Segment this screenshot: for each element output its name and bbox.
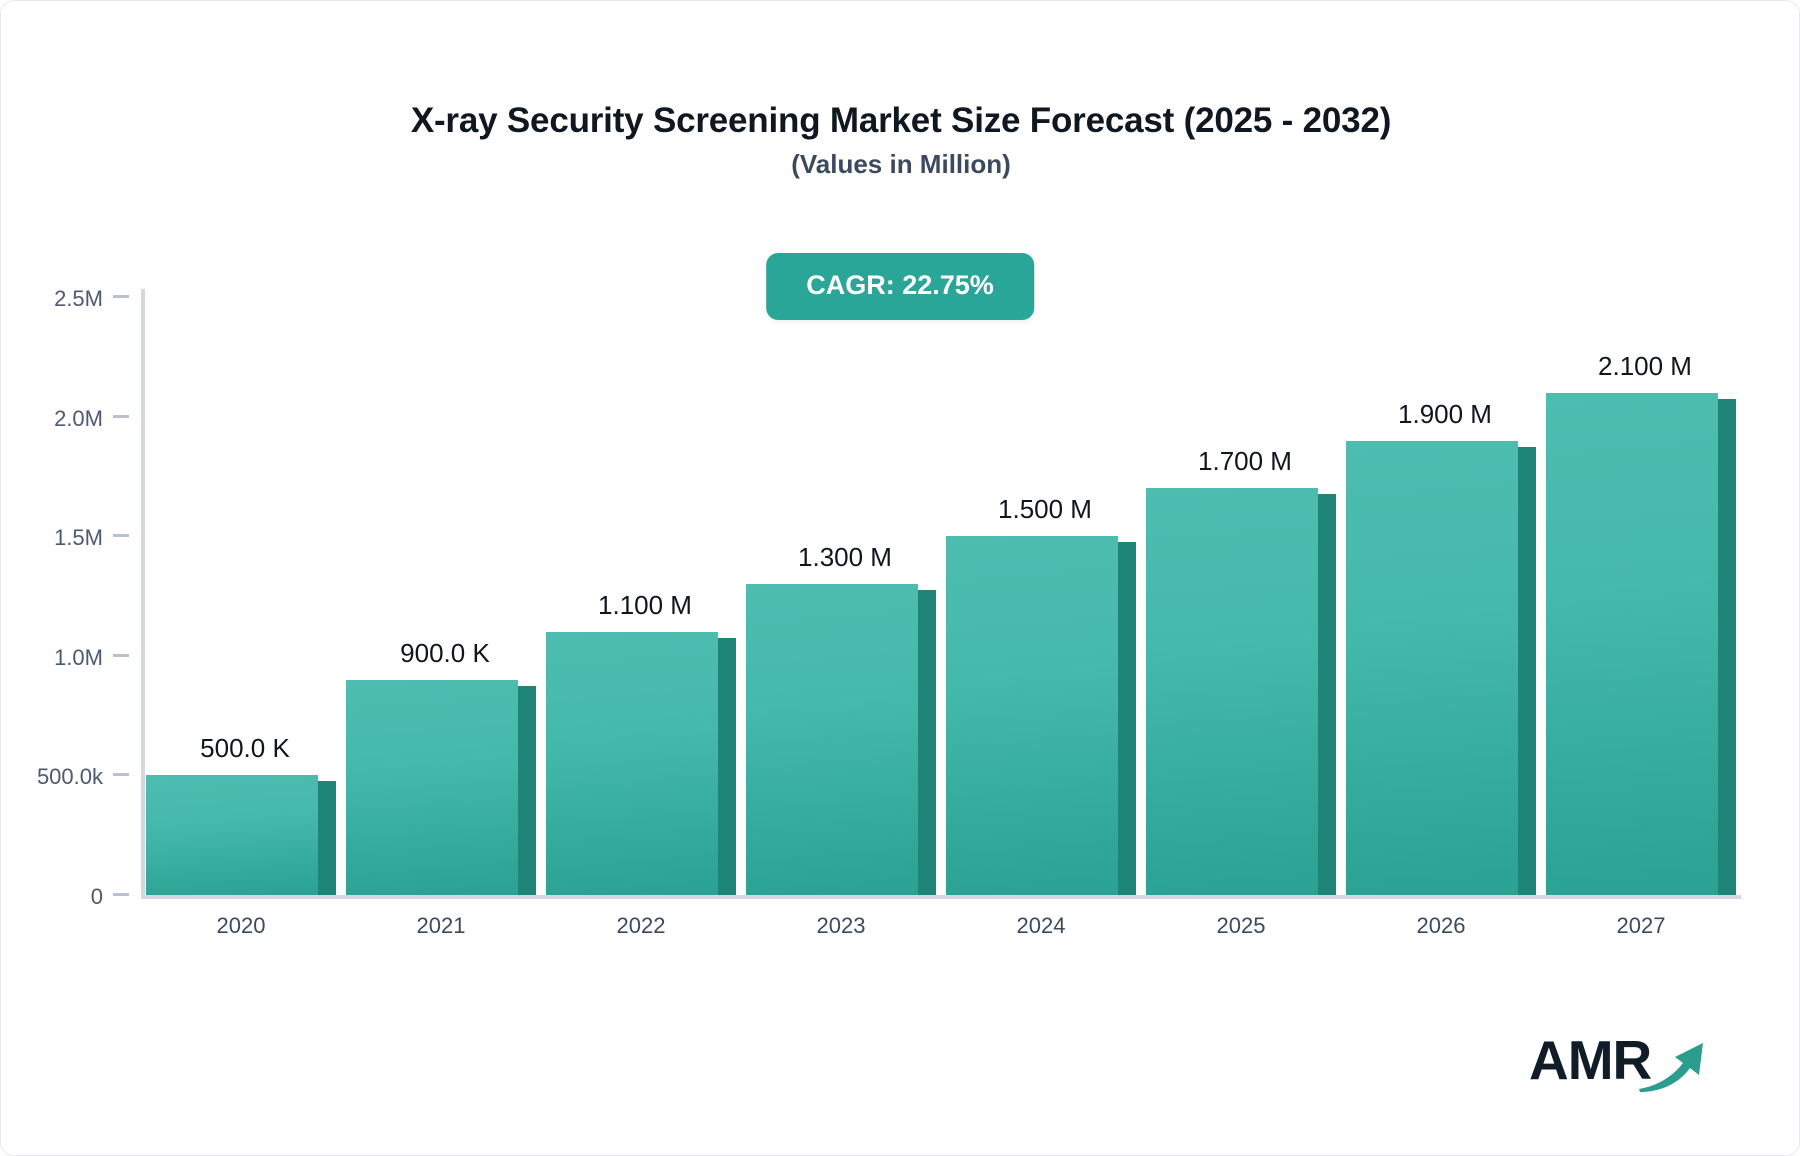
bar-value-label: 1.100 M: [598, 589, 692, 620]
trending-up-arrow-icon: [1639, 1043, 1703, 1092]
y-axis-line: [141, 289, 145, 899]
x-tick-label-2026: 2026: [1416, 913, 1466, 938]
y-tick-mark: [113, 773, 129, 777]
cagr-badge: CAGR: 22.75%: [766, 253, 1034, 320]
y-tick-label: 2.0M: [54, 405, 103, 431]
bar-2026[interactable]: [1346, 440, 1518, 895]
page-title: X-ray Security Screening Market Size For…: [410, 101, 1392, 140]
y-tick-mark: [113, 295, 129, 298]
bar-side-face: [1718, 398, 1736, 895]
x-tick-label-2020: 2020: [216, 913, 266, 938]
bar-2024[interactable]: [946, 536, 1118, 895]
y-tick-label: 2.5M: [54, 286, 103, 311]
bar-value-label: 500.0 K: [200, 733, 290, 764]
y-tick-label: 1.0M: [54, 644, 103, 670]
y-tick-label: 0: [90, 884, 103, 909]
bar-value-label: 1.900 M: [1398, 398, 1492, 429]
x-tick-label-2027: 2027: [1616, 913, 1666, 938]
bar-2022[interactable]: [546, 631, 718, 895]
amr-logo-text: AMR: [1529, 1029, 1652, 1091]
bar-side-face: [318, 781, 336, 895]
bar-2027[interactable]: [1546, 392, 1718, 895]
bar-2025[interactable]: [1146, 488, 1318, 895]
x-tick-label-2023: 2023: [816, 913, 866, 938]
y-tick-mark: [113, 414, 129, 418]
x-axis-line: [141, 895, 1741, 899]
y-tick-mark: [113, 893, 129, 896]
x-tick-label-2024: 2024: [1016, 913, 1066, 938]
y-tick-mark: [113, 653, 129, 657]
chart-subtitle: (Values in Million): [791, 149, 1011, 179]
y-tick-mark: [113, 534, 129, 538]
x-tick-label-2022: 2022: [616, 913, 666, 938]
bar-side-face: [1318, 494, 1336, 895]
y-tick-label: 500.0k: [36, 764, 103, 790]
bar-side-face: [718, 637, 736, 895]
bar-value-label: 1.300 M: [798, 542, 892, 573]
bar-2020[interactable]: [146, 775, 318, 895]
bar-value-label: 1.500 M: [998, 494, 1092, 525]
bar-2021[interactable]: [346, 679, 518, 895]
bar-value-label: 2.100 M: [1598, 350, 1692, 381]
x-tick-label-2025: 2025: [1216, 913, 1266, 938]
bar-side-face: [518, 685, 536, 895]
bar-value-label: 1.700 M: [1198, 446, 1292, 477]
amr-logo: AMR: [1529, 1029, 1703, 1093]
bar-side-face: [1518, 446, 1536, 895]
x-tick-label-2021: 2021: [416, 913, 466, 938]
bar-2023[interactable]: [746, 584, 918, 895]
bar-side-face: [918, 590, 936, 895]
y-tick-label: 1.5M: [54, 525, 103, 551]
bar-side-face: [1118, 542, 1136, 895]
bar-value-label: 900.0 K: [400, 637, 490, 668]
